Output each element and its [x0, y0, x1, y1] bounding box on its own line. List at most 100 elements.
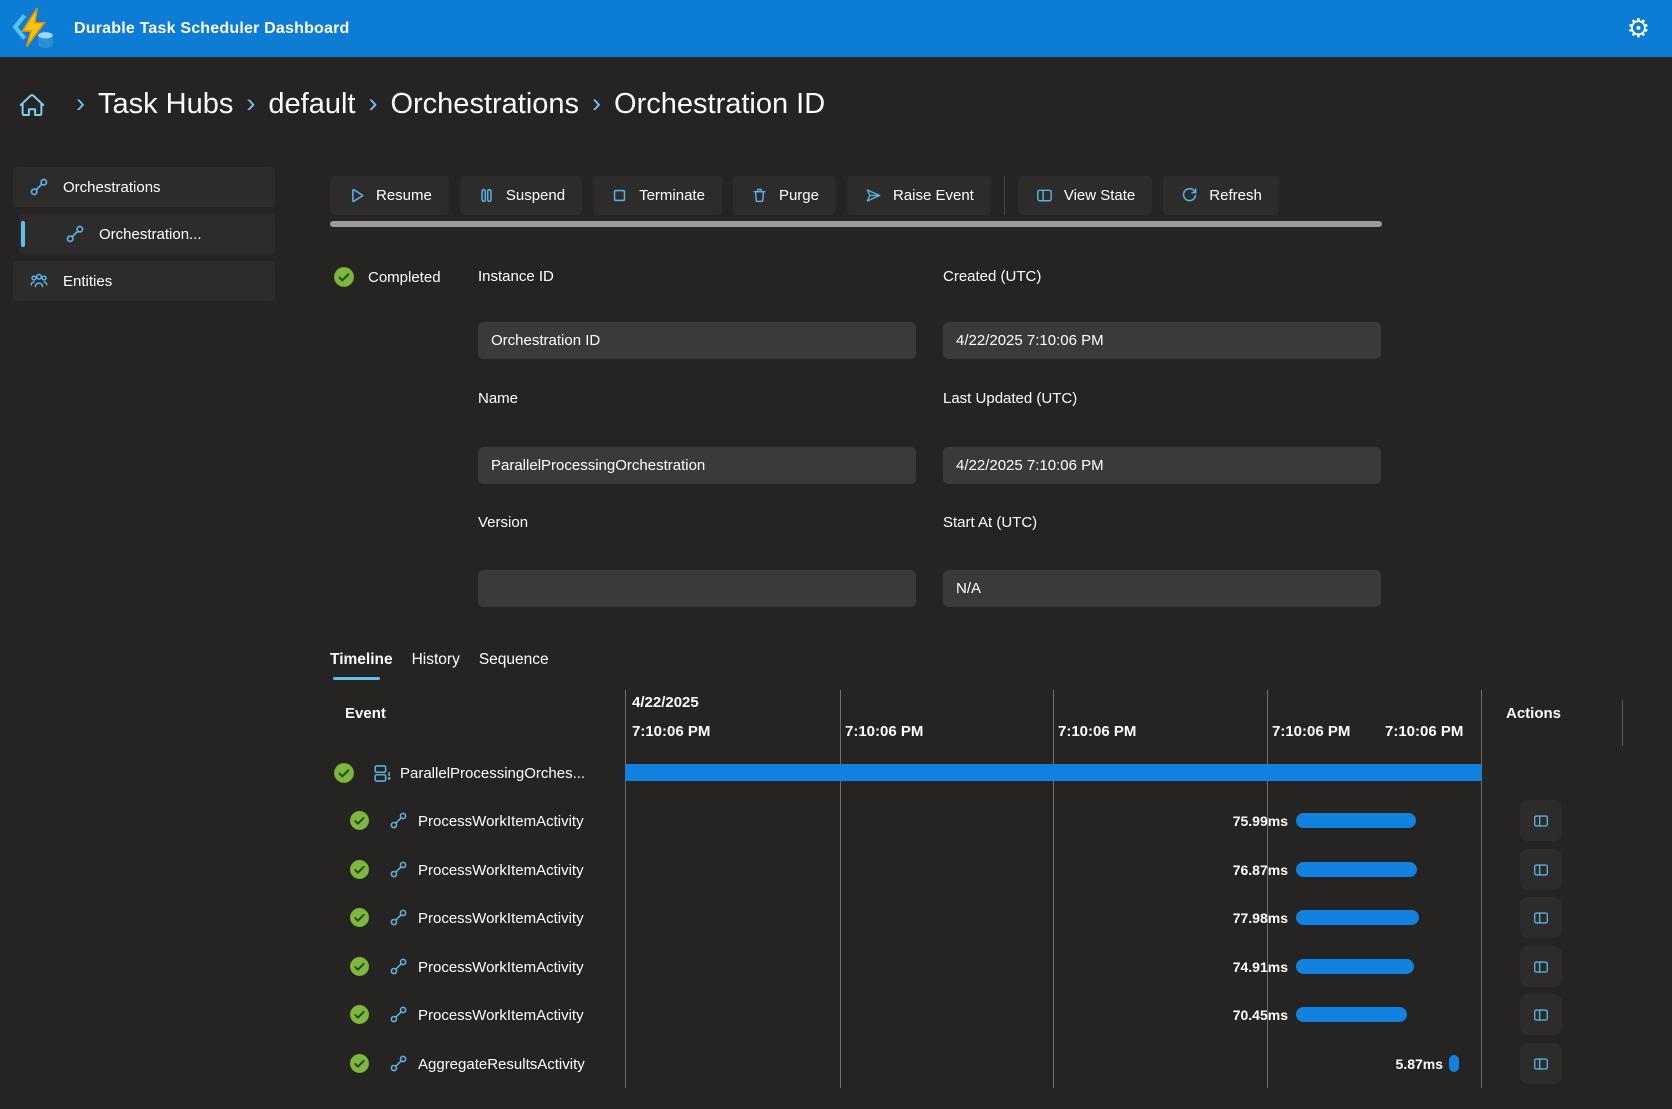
activity-icon: [389, 1005, 408, 1024]
timeline-gridline: [1267, 690, 1268, 1088]
duration-bar: [1296, 1007, 1407, 1022]
status-text: Completed: [368, 268, 441, 286]
button-label: View State: [1063, 187, 1136, 204]
activity-icon: [389, 1054, 408, 1073]
event-name: ProcessWorkItemActivity: [418, 958, 584, 976]
duration-label: 76.87ms: [1232, 862, 1288, 878]
duration-bar: [625, 764, 1482, 781]
gear-icon[interactable]: ⚙: [1626, 13, 1650, 44]
event-name: ProcessWorkItemActivity: [418, 812, 584, 830]
name-field[interactable]: ParallelProcessingOrchestration: [478, 447, 916, 484]
split-panel-icon: [1534, 1008, 1548, 1021]
timeline-row-activity: ProcessWorkItemActivity 75.99ms: [0, 797, 1672, 845]
raise-event-button[interactable]: Raise Event: [846, 176, 991, 215]
activity-icon: [389, 957, 408, 976]
home-icon[interactable]: [17, 90, 47, 120]
activity-icon: [389, 908, 408, 927]
tab-timeline[interactable]: Timeline: [330, 651, 393, 668]
horizontal-scrollbar[interactable]: [330, 221, 1382, 227]
event-name: ProcessWorkItemActivity: [418, 861, 584, 879]
app-logo-icon: [12, 7, 58, 51]
last-updated-field[interactable]: 4/22/2025 7:10:06 PM: [943, 447, 1381, 484]
breadcrumb-orchestrations[interactable]: Orchestrations: [390, 88, 580, 120]
chevron-right-icon: ›: [246, 88, 256, 118]
people-icon: [30, 273, 48, 288]
event-column-header: Event: [345, 705, 386, 722]
timeline-gridline: [840, 690, 841, 1088]
view-state-row-button[interactable]: [1520, 994, 1562, 1035]
completed-icon: [349, 810, 370, 831]
sidebar-item-orchestration-current[interactable]: Orchestration...: [19, 214, 275, 254]
sidebar-item-orchestrations[interactable]: Orchestrations: [13, 167, 275, 207]
actions-column-header: Actions: [1506, 705, 1562, 722]
version-label: Version: [478, 514, 529, 531]
chevron-right-icon: ›: [368, 88, 378, 118]
completed-icon: [349, 859, 370, 880]
play-icon: [352, 188, 364, 203]
split-panel-icon: [1036, 189, 1052, 202]
duration-label: 75.99ms: [1232, 813, 1288, 829]
completed-icon: [349, 956, 370, 977]
view-state-row-button[interactable]: [1520, 1043, 1562, 1084]
split-panel-icon: [1534, 863, 1548, 876]
name-label: Name: [478, 390, 519, 407]
timeline-gridline: [1053, 690, 1054, 1088]
created-label: Created (UTC): [943, 268, 1042, 285]
start-at-field[interactable]: N/A: [943, 570, 1381, 607]
completed-icon: [334, 267, 354, 287]
created-field[interactable]: 4/22/2025 7:10:06 PM: [943, 322, 1381, 359]
button-label: Refresh: [1209, 187, 1262, 204]
link-icon: [66, 225, 84, 243]
link-icon: [30, 178, 48, 196]
split-panel-icon: [1534, 814, 1548, 827]
tab-history[interactable]: History: [411, 651, 460, 668]
button-label: Resume: [376, 187, 432, 204]
duration-bar: [1449, 1055, 1459, 1072]
view-state-row-button[interactable]: [1520, 897, 1562, 938]
timeline-row-activity: ProcessWorkItemActivity 77.98ms: [0, 894, 1672, 942]
completed-icon: [333, 762, 355, 784]
tab-sequence[interactable]: Sequence: [478, 651, 549, 668]
chevron-right-icon: ›: [592, 88, 602, 118]
detail-tabs: Timeline History Sequence: [330, 651, 549, 669]
duration-label: 5.87ms: [1395, 1056, 1443, 1072]
split-panel-icon: [1534, 911, 1548, 924]
axis-time-label: 7:10:06 PM: [1385, 723, 1464, 740]
sidebar-item-label: Entities: [63, 272, 113, 290]
instance-id-field[interactable]: Orchestration ID: [478, 322, 916, 359]
timeline-chart-edge-line: [1481, 690, 1482, 1088]
send-icon: [866, 189, 881, 202]
event-name: ParallelProcessingOrches...: [400, 764, 586, 782]
refresh-button[interactable]: Refresh: [1163, 176, 1279, 215]
purge-button[interactable]: Purge: [732, 176, 836, 215]
view-state-row-button[interactable]: [1520, 946, 1562, 987]
completed-icon: [349, 907, 370, 928]
breadcrumb-task-hubs[interactable]: Task Hubs: [98, 88, 234, 120]
terminate-button[interactable]: Terminate: [593, 176, 722, 215]
instance-id-label: Instance ID: [478, 268, 554, 285]
status-badge: Completed: [333, 266, 441, 288]
toolbar-divider: [1003, 176, 1005, 215]
sidebar-item-entities[interactable]: Entities: [13, 261, 275, 301]
activity-icon: [389, 811, 408, 830]
duration-label: 77.98ms: [1232, 910, 1288, 926]
refresh-icon: [1183, 187, 1197, 202]
breadcrumb-orchestration-id[interactable]: Orchestration ID: [614, 88, 826, 120]
event-name: ProcessWorkItemActivity: [418, 1006, 584, 1024]
view-state-button[interactable]: View State: [1017, 176, 1153, 215]
top-app-bar: Durable Task Scheduler Dashboard ⚙: [0, 0, 1672, 57]
duration-bar: [1296, 862, 1417, 877]
view-state-row-button[interactable]: [1520, 800, 1562, 841]
breadcrumb: › Task Hubs › default › Orchestrations ›…: [17, 88, 825, 121]
resume-button[interactable]: Resume: [330, 176, 449, 215]
sidebar-item-label: Orchestrations: [63, 178, 161, 196]
duration-bar: [1296, 813, 1416, 828]
view-state-row-button[interactable]: [1520, 849, 1562, 890]
button-label: Terminate: [639, 187, 705, 204]
breadcrumb-default[interactable]: default: [268, 88, 356, 120]
suspend-button[interactable]: Suspend: [459, 176, 583, 215]
split-panel-icon: [1534, 1057, 1548, 1070]
actions-column-divider: [1622, 700, 1623, 746]
version-field[interactable]: [478, 570, 916, 607]
event-name: AggregateResultsActivity: [418, 1055, 585, 1073]
